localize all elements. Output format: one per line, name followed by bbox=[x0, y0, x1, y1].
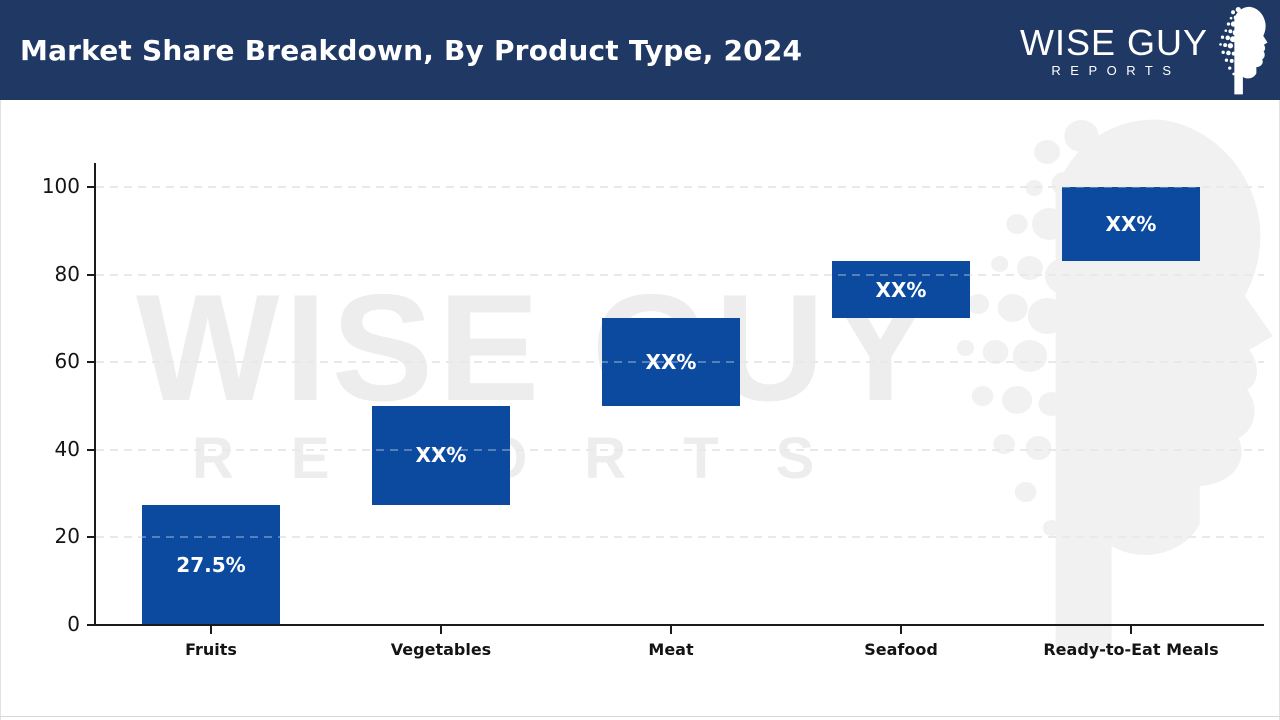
y-axis-tick bbox=[87, 361, 95, 364]
y-axis-tick bbox=[87, 186, 95, 188]
gridline-overlay bbox=[96, 273, 1264, 276]
bar: XX% bbox=[1062, 187, 1200, 262]
gridline bbox=[96, 448, 1264, 451]
x-axis-tick bbox=[440, 626, 442, 634]
gridline-overlay bbox=[96, 361, 1264, 364]
bar: XX% bbox=[832, 261, 970, 319]
logo-wordmark: WISE GUY REPORTS bbox=[1020, 24, 1208, 78]
y-tick-label: 0 bbox=[67, 612, 80, 636]
gridline bbox=[96, 536, 1264, 539]
bar: XX% bbox=[602, 318, 740, 406]
wiseguy-logo: WISE GUY REPORTS bbox=[1020, 4, 1268, 98]
bar-value-label: XX% bbox=[875, 277, 927, 302]
logo-wordmark-line1: WISE GUY bbox=[1019, 22, 1208, 64]
x-axis-tick bbox=[670, 626, 672, 634]
bar-value-label: XX% bbox=[645, 350, 697, 375]
y-axis-line bbox=[94, 163, 96, 626]
x-axis-tick bbox=[210, 626, 212, 634]
gridline bbox=[96, 186, 1264, 188]
x-axis-tick bbox=[1130, 626, 1132, 634]
chart-title: Market Share Breakdown, By Product Type,… bbox=[20, 33, 803, 67]
x-tick-label: Vegetables bbox=[390, 640, 492, 659]
footer-divider bbox=[0, 716, 1280, 717]
y-axis-tick bbox=[87, 624, 95, 626]
gridline-overlay bbox=[96, 448, 1264, 451]
bar-value-label: XX% bbox=[415, 443, 467, 468]
gridline-overlay bbox=[96, 536, 1264, 539]
logo-face-icon bbox=[1219, 6, 1268, 95]
y-axis-tick bbox=[87, 448, 95, 451]
bar-value-label: 27.5% bbox=[176, 552, 246, 577]
gridline-overlay bbox=[96, 186, 1264, 188]
x-tick-label: Seafood bbox=[864, 640, 938, 659]
y-axis-tick bbox=[87, 273, 95, 276]
y-axis-tick bbox=[87, 536, 95, 539]
bar-value-label: XX% bbox=[1105, 212, 1157, 237]
x-tick-label: Fruits bbox=[185, 640, 237, 659]
bar: 27.5% bbox=[142, 504, 280, 625]
y-tick-label: 40 bbox=[54, 436, 80, 461]
y-tick-label: 80 bbox=[54, 261, 80, 286]
header-bar: Market Share Breakdown, By Product Type,… bbox=[0, 0, 1280, 100]
logo-wordmark-line2: REPORTS bbox=[1051, 62, 1181, 78]
y-tick-label: 20 bbox=[54, 524, 80, 549]
x-tick-label: Meat bbox=[648, 640, 694, 659]
x-axis-tick bbox=[900, 626, 902, 634]
y-tick-label: 60 bbox=[54, 349, 80, 374]
gridline bbox=[96, 273, 1264, 276]
x-axis-line bbox=[94, 624, 1264, 626]
x-tick-label: Ready-to-Eat Meals bbox=[1043, 640, 1219, 659]
y-tick-label: 100 bbox=[41, 174, 80, 198]
bar: XX% bbox=[372, 406, 510, 505]
